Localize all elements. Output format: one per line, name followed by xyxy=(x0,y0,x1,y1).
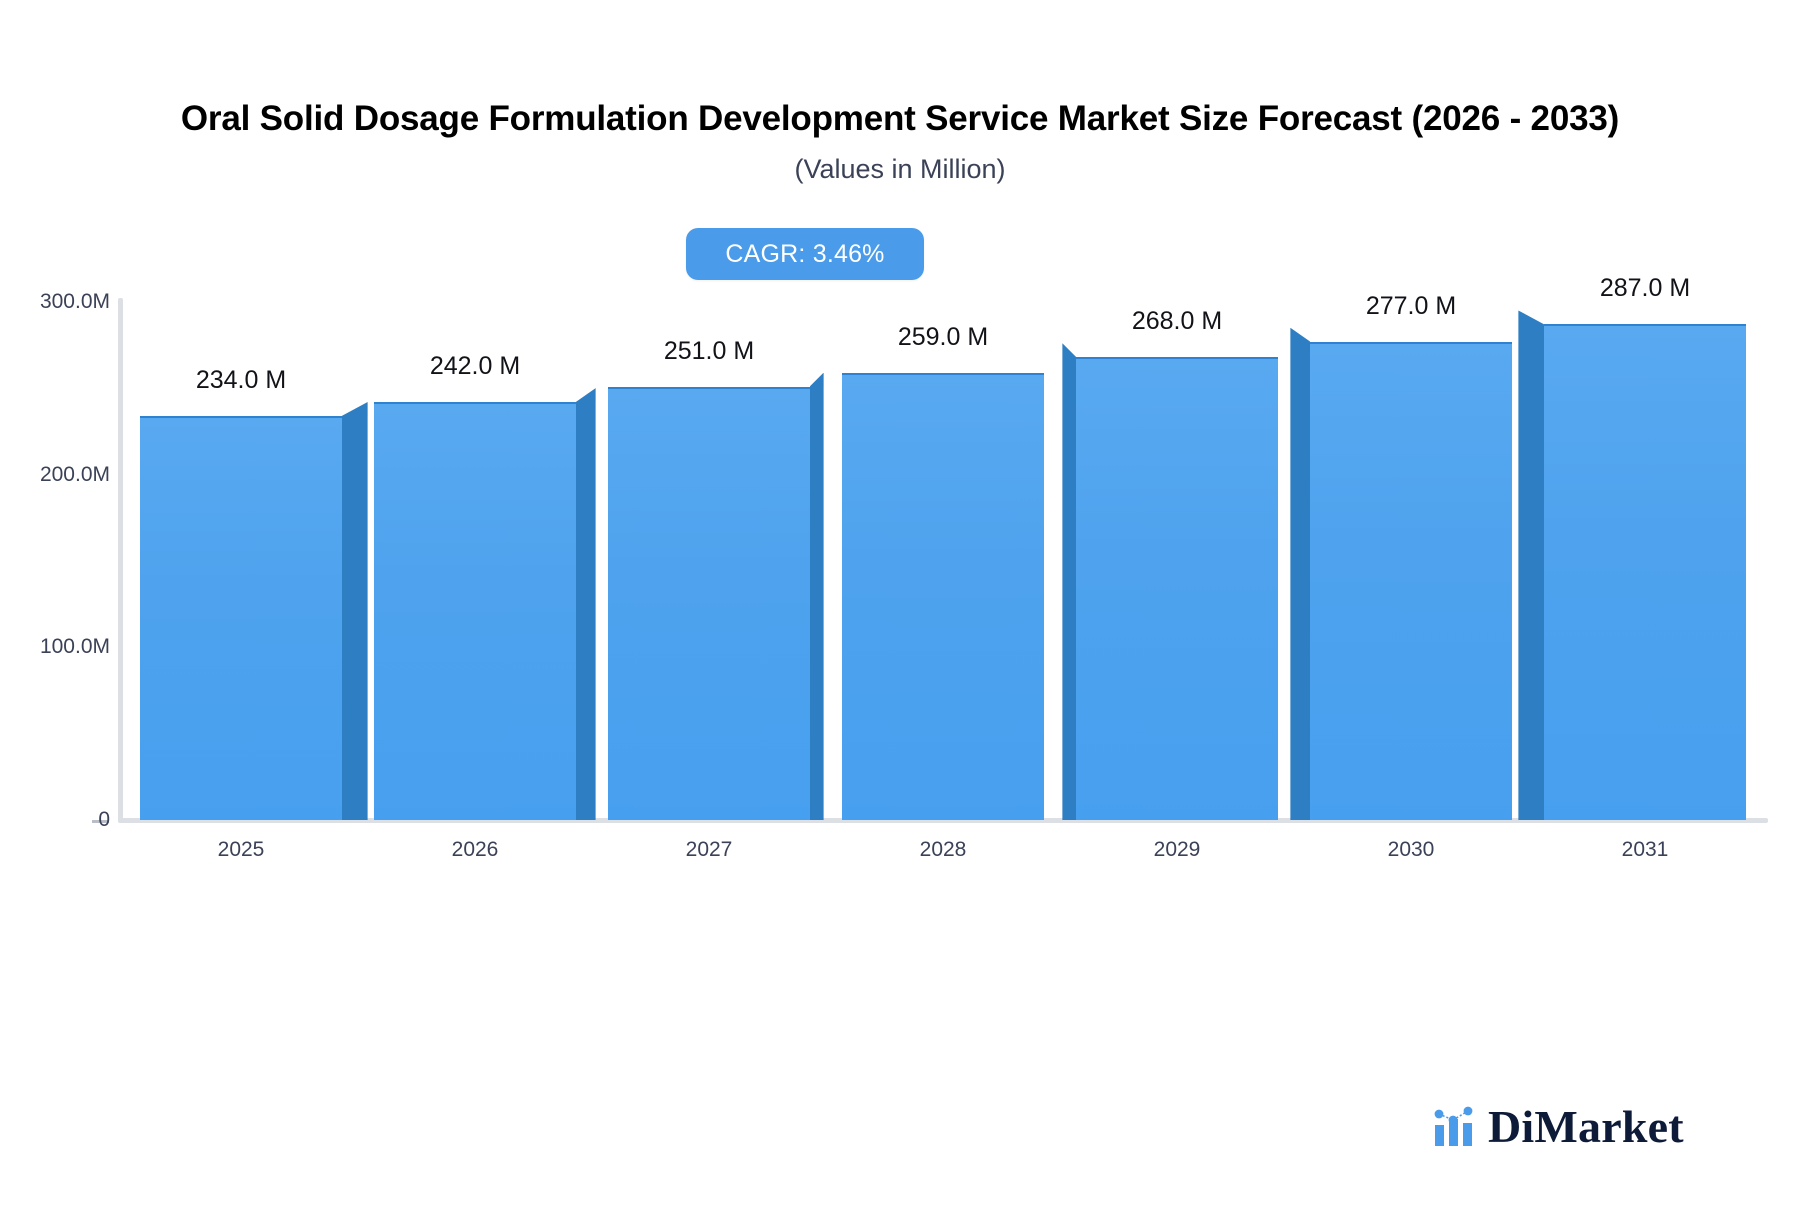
bar-front-face xyxy=(1076,357,1278,820)
chart-subtitle: (Values in Million) xyxy=(794,153,1006,184)
bar-value-label: 242.0 M xyxy=(429,352,521,381)
bar-side-face xyxy=(809,372,824,820)
bar-value-label: 251.0 M xyxy=(663,336,755,365)
bar-side-face xyxy=(575,388,596,820)
bar-value-label: 234.0 M xyxy=(195,365,287,394)
bar-side-face xyxy=(1290,327,1311,820)
y-axis-tick-label: 0 xyxy=(98,808,110,831)
bar-chart-icon xyxy=(1432,1105,1478,1149)
bar-2025[interactable] xyxy=(140,401,368,820)
bar-front-face xyxy=(1310,341,1512,820)
y-axis-zero-tick xyxy=(92,820,109,823)
bar-value-label: 277.0 M xyxy=(1365,291,1457,320)
bar-value-label: 268.0 M xyxy=(1131,307,1223,336)
bar-front-face xyxy=(1544,324,1746,820)
bar-side-face xyxy=(341,401,368,820)
bar-side-face xyxy=(1062,343,1077,820)
y-axis-line xyxy=(118,298,123,822)
chart-title: Oral Solid Dosage Formulation Developmen… xyxy=(180,99,1620,138)
bar-2027[interactable] xyxy=(608,372,824,820)
bar-front-face xyxy=(140,415,342,820)
bar-value-label: 287.0 M xyxy=(1599,274,1691,303)
bar-front-face xyxy=(374,402,576,820)
bar-front-face xyxy=(842,372,1044,820)
bar-2030[interactable] xyxy=(1290,327,1512,820)
x-axis-tick-label: 2028 xyxy=(919,838,967,861)
bar-value-label: 259.0 M xyxy=(897,322,989,351)
x-axis-tick-label: 2030 xyxy=(1387,838,1435,861)
x-axis-tick-label: 2027 xyxy=(685,838,733,861)
bar-2026[interactable] xyxy=(374,388,596,820)
bar-front-face xyxy=(608,386,810,820)
cagr-badge: CAGR: 3.46% xyxy=(686,228,924,280)
brand-logo: DiMarket xyxy=(1432,1104,1684,1150)
bar-2029[interactable] xyxy=(1062,343,1278,820)
title-block: Oral Solid Dosage Formulation Developmen… xyxy=(110,96,1690,185)
bar-side-face xyxy=(1518,310,1545,820)
x-axis-line xyxy=(118,818,1768,823)
bar-2028[interactable] xyxy=(842,372,1044,820)
x-axis-tick-label: 2026 xyxy=(451,838,499,861)
bar-2031[interactable] xyxy=(1518,310,1746,820)
x-axis-tick-label: 2025 xyxy=(217,838,265,861)
logo-text: DiMarket xyxy=(1488,1101,1684,1152)
y-axis-tick-label: 200.0M xyxy=(39,462,110,486)
x-axis-tick-label: 2031 xyxy=(1621,838,1669,861)
y-axis-tick-label: 300.0M xyxy=(39,290,110,313)
y-axis-tick-label: 100.0M xyxy=(39,635,110,659)
x-axis-tick-label: 2029 xyxy=(1153,838,1201,861)
